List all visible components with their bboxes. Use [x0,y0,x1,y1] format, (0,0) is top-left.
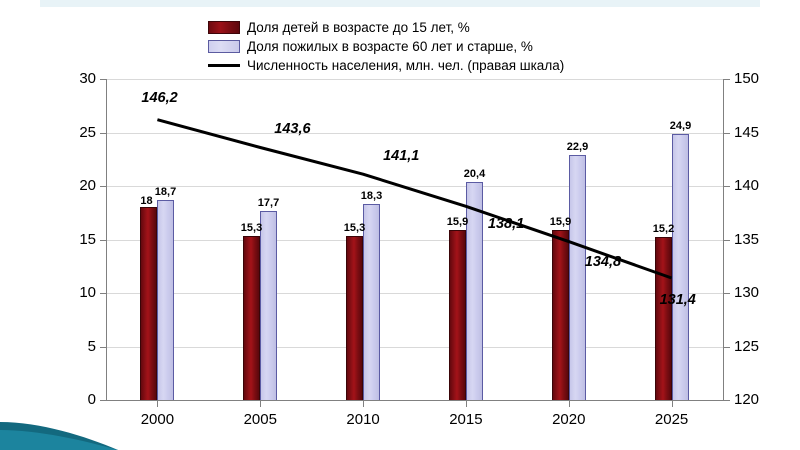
bar-label-elderly-2025: 24,9 [669,120,692,132]
left-axis-tick-label: 5 [87,337,96,355]
bar-label-children-2025: 15,2 [652,223,675,235]
left-axis-tick [100,347,106,348]
bar-label-children-2010: 15,3 [343,222,366,234]
bar-label-children-2005: 15,3 [240,222,263,234]
gridline [106,240,723,241]
bar-children-2025 [655,237,672,400]
bar-elderly-2005 [260,211,277,400]
gridline [106,79,723,80]
left-axis-tick-label: 0 [87,391,96,408]
bar-children-2010 [346,236,363,400]
line-label-population-2000: 146,2 [141,89,178,106]
right-axis-tick [724,293,730,294]
legend-item-children: Доля детей в возрасте до 15 лет, % [208,18,668,37]
bar-elderly-2015 [466,182,483,400]
right-axis-tick-label: 150 [734,70,760,87]
bar-elderly-2025 [672,134,689,400]
bar-elderly-2020 [569,155,586,400]
black-line-swatch-icon [208,59,240,72]
right-axis-tick-label: 145 [734,123,760,141]
x-axis-tick [260,401,261,407]
slide-top-band [40,0,760,7]
x-axis-tick [466,401,467,407]
bar-children-2020 [552,230,569,400]
legend-item-elderly: Доля пожилых в возрасте 60 лет и старше,… [208,37,668,56]
right-axis-tick-label: 120 [734,391,760,408]
x-axis-tick-label: 2020 [552,411,586,428]
bar-label-children-2020: 15,9 [549,216,572,228]
legend-label-elderly: Доля пожилых в возрасте 60 лет и старше,… [247,39,533,54]
x-axis-tick [672,401,673,407]
bar-elderly-2000 [157,200,174,400]
bar-children-2015 [449,230,466,400]
left-axis-tick-label: 10 [79,284,96,301]
left-axis-line [106,79,107,401]
x-axis-tick-label: 2000 [140,411,175,428]
gridline [106,347,723,348]
right-axis-tick [724,400,730,401]
x-axis-tick [569,401,570,407]
chart-legend: Доля детей в возрасте до 15 лет, % Доля … [208,18,668,75]
left-axis-tick [100,133,106,134]
left-axis-tick-label: 25 [79,123,96,141]
right-axis-tick-label: 125 [734,337,760,355]
left-axis-tick [100,79,106,80]
right-axis-line [723,79,724,401]
x-axis-tick-label: 2005 [243,411,277,428]
blue-bar-swatch-icon [208,40,240,53]
gridline [106,293,723,294]
x-axis-tick-label: 2015 [449,411,483,428]
red-bar-swatch-icon [208,21,240,34]
left-axis-tick-label: 30 [79,70,96,87]
right-axis-tick [724,186,730,187]
line-label-population-2025: 131,4 [659,292,696,309]
legend-item-population: Численность населения, млн. чел. (правая… [208,56,668,75]
right-axis-tick [724,347,730,348]
bar-children-2000 [140,207,157,400]
x-axis-tick [157,401,158,407]
left-axis-tick [100,186,106,187]
bar-label-elderly-2010: 18,3 [360,190,383,202]
left-axis-tick [100,400,106,401]
bar-label-elderly-2005: 17,7 [257,197,280,209]
x-axis-tick [363,401,364,407]
left-axis-tick [100,240,106,241]
bar-children-2005 [243,236,260,400]
left-axis-tick-label: 20 [79,177,96,194]
right-axis-tick [724,240,730,241]
left-axis-tick [100,293,106,294]
line-label-population-2015: 138,1 [487,216,525,233]
gridline [106,133,723,134]
right-axis-tick [724,133,730,134]
right-axis-tick-label: 140 [734,177,760,194]
line-label-population-2020: 134,8 [584,253,622,270]
bar-label-elderly-2015: 20,4 [463,168,486,180]
right-axis-tick-label: 130 [734,284,760,301]
x-axis-line [106,400,724,401]
line-label-population-2010: 141,1 [383,148,420,165]
legend-label-children: Доля детей в возрасте до 15 лет, % [247,20,470,35]
legend-label-population: Численность населения, млн. чел. (правая… [247,58,565,73]
bar-label-children-2015: 15,9 [446,216,469,228]
bar-label-elderly-2020: 22,9 [566,141,589,153]
bar-label-children-2000: 18 [140,195,153,207]
x-axis-tick-label: 2010 [346,411,380,428]
right-axis-tick [724,79,730,80]
x-axis-tick-label: 2025 [654,411,689,428]
left-axis-tick-label: 15 [79,230,96,248]
bar-label-elderly-2000: 18,7 [154,186,177,198]
line-label-population-2005: 143,6 [274,121,311,138]
right-axis-tick-label: 135 [734,230,760,248]
gridline [106,186,723,187]
